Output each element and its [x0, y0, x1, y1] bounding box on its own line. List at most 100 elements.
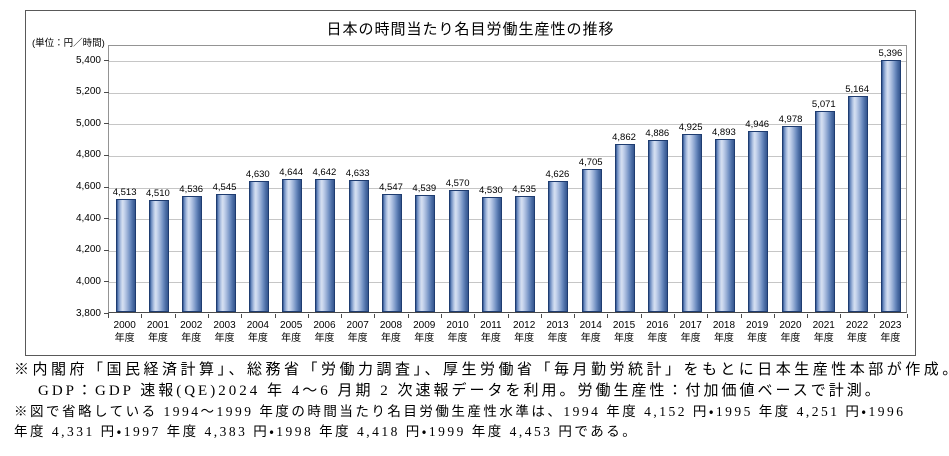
- x-tick-mark-10: [440, 314, 442, 318]
- bar-2016: [648, 140, 669, 312]
- x-axis-label-year: 2001: [146, 320, 170, 331]
- x-tick-mark-2: [174, 314, 176, 318]
- x-tick-mark-17: [674, 314, 675, 318]
- x-axis-label-suffix: 年度: [347, 333, 368, 344]
- x-axis-label-2015: 2015 年度: [607, 319, 640, 345]
- x-axis-label-2016: 2016 年度: [641, 319, 674, 345]
- bar-2003: [215, 194, 236, 312]
- bar-2001: [148, 199, 169, 312]
- x-axis-label-2000: 2000 年度: [108, 319, 141, 345]
- x-axis-label-suffix: 年度: [547, 333, 568, 344]
- x-axis-label-year: 2022: [845, 320, 869, 331]
- y-tick-mark-5200: [104, 91, 109, 93]
- x-axis-label-2003: 2003 年度: [208, 319, 241, 345]
- x-axis-label-year: 2021: [812, 320, 835, 331]
- x-tick-mark-22: [840, 314, 842, 318]
- x-axis-label-suffix: 年度: [614, 333, 635, 344]
- bar-value-label-2010: 4,570: [445, 178, 470, 190]
- bar-value-label-2011: 4,530: [479, 184, 503, 196]
- bar-value-label-2001: 4,510: [146, 187, 170, 199]
- x-axis-label-suffix: 年度: [214, 333, 235, 344]
- x-axis-label-year: 2010: [446, 320, 469, 331]
- x-tick-mark-14: [574, 314, 576, 318]
- x-tick-mark-12: [507, 314, 509, 318]
- x-axis-label-2021: 2021 年度: [807, 319, 840, 345]
- bar-2011: [481, 196, 502, 312]
- bar-value-label-2006: 4,642: [312, 166, 337, 178]
- gridline-5000: [109, 124, 906, 126]
- bar-2000: [115, 199, 136, 312]
- x-axis-label-suffix: 年度: [380, 333, 401, 344]
- x-axis-label-2008: 2008 年度: [374, 319, 407, 345]
- x-axis-label-2006: 2006 年度: [308, 319, 341, 345]
- y-tick-mark-4000: [104, 281, 109, 283]
- x-axis-label-suffix: 年度: [314, 333, 335, 344]
- x-axis-label-suffix: 年度: [147, 333, 168, 344]
- bar-value-label-2019: 4,946: [745, 118, 770, 130]
- x-axis-label-2020: 2020 年度: [774, 319, 807, 345]
- bar-2015: [615, 144, 635, 312]
- y-tick-label-4400: 4,400: [75, 212, 101, 224]
- y-axis-unit-label: (単位：円／時間): [32, 38, 105, 49]
- x-tick-mark-6: [307, 314, 309, 318]
- gridline-4400: [109, 219, 906, 221]
- x-tick-mark-0: [108, 314, 109, 318]
- x-axis-label-2022: 2022 年度: [840, 319, 873, 345]
- x-tick-mark-24: [907, 314, 908, 318]
- x-axis-label-suffix: 年度: [813, 333, 834, 344]
- x-axis-label-year: 2003: [213, 320, 236, 331]
- x-axis-label-year: 2016: [646, 320, 669, 331]
- chart-frame: 日本の時間当たり名目労働生産性の推移 (単位：円／時間) 3,800 4,000 4…: [25, 10, 916, 356]
- x-axis-label-2005: 2005 年度: [275, 319, 308, 345]
- x-axis-label-suffix: 年度: [680, 333, 701, 344]
- x-tick-mark-1: [141, 314, 143, 318]
- bar-2004: [248, 180, 269, 312]
- x-axis-label-year: 2008: [379, 320, 403, 331]
- x-axis-label-suffix: 年度: [580, 333, 601, 344]
- bar-value-label-2009: 4,539: [412, 183, 437, 195]
- x-axis-label-suffix: 年度: [414, 333, 435, 344]
- x-axis-label-year: 2020: [779, 320, 802, 331]
- x-tick-mark-9: [407, 314, 409, 318]
- x-axis-label-year: 2009: [413, 320, 436, 331]
- x-axis-label-2012: 2012 年度: [508, 319, 541, 345]
- x-tick-mark-19: [740, 314, 742, 318]
- bar-2006: [315, 178, 336, 312]
- x-axis-label-2007: 2007 年度: [341, 319, 374, 345]
- x-axis-label-2023: 2023 年度: [874, 319, 907, 345]
- x-axis-label-year: 2013: [546, 320, 569, 331]
- x-tick-mark-3: [207, 314, 209, 318]
- bar-2022: [848, 96, 869, 312]
- bar-value-label-2012: 4,535: [512, 183, 536, 195]
- bar-value-label-2022: 5,164: [845, 84, 869, 96]
- x-axis-label-2001: 2001 年度: [141, 319, 174, 345]
- x-axis-label-suffix: 年度: [114, 333, 135, 344]
- x-axis-label-year: 2023: [879, 320, 902, 331]
- x-axis-label-year: 2019: [746, 320, 769, 331]
- x-axis-label-suffix: 年度: [281, 333, 302, 344]
- x-axis-label-year: 2011: [480, 320, 502, 331]
- bar-2005: [282, 178, 303, 312]
- note-line-1: ※内閣府「国民経済計算」、総務省「労働力調査」、厚生労働省「毎月勤労統計」をもと…: [14, 362, 949, 378]
- x-axis-label-year: 2002: [180, 320, 203, 331]
- y-tick-mark-4600: [104, 186, 109, 188]
- x-axis-label-year: 2018: [712, 320, 736, 331]
- bar-2014: [581, 168, 602, 312]
- x-tick-mark-18: [707, 314, 709, 318]
- chart-title: 日本の時間当たり名目労働生産性の推移: [326, 21, 615, 38]
- x-tick-mark-7: [341, 314, 342, 318]
- gridline-5200: [109, 92, 906, 94]
- bar-2019: [748, 130, 769, 312]
- y-tick-mark-5400: [104, 60, 109, 61]
- x-axis-label-suffix: 年度: [447, 333, 468, 344]
- x-axis-label-year: 2012: [513, 320, 536, 331]
- bar-2012: [515, 195, 536, 312]
- note-line-3: ※図で省略している 1994～1999 年度の時間当たり名目労働生産性水準は、1…: [14, 404, 906, 419]
- gridline-5400: [109, 61, 906, 62]
- x-axis-label-year: 2000: [113, 320, 136, 331]
- x-axis-label-2014: 2014 年度: [574, 319, 607, 345]
- bar-2013: [548, 181, 569, 312]
- y-tick-label-4000: 4,000: [75, 275, 101, 287]
- bar-2008: [382, 193, 402, 312]
- x-axis-label-year: 2015: [612, 320, 636, 331]
